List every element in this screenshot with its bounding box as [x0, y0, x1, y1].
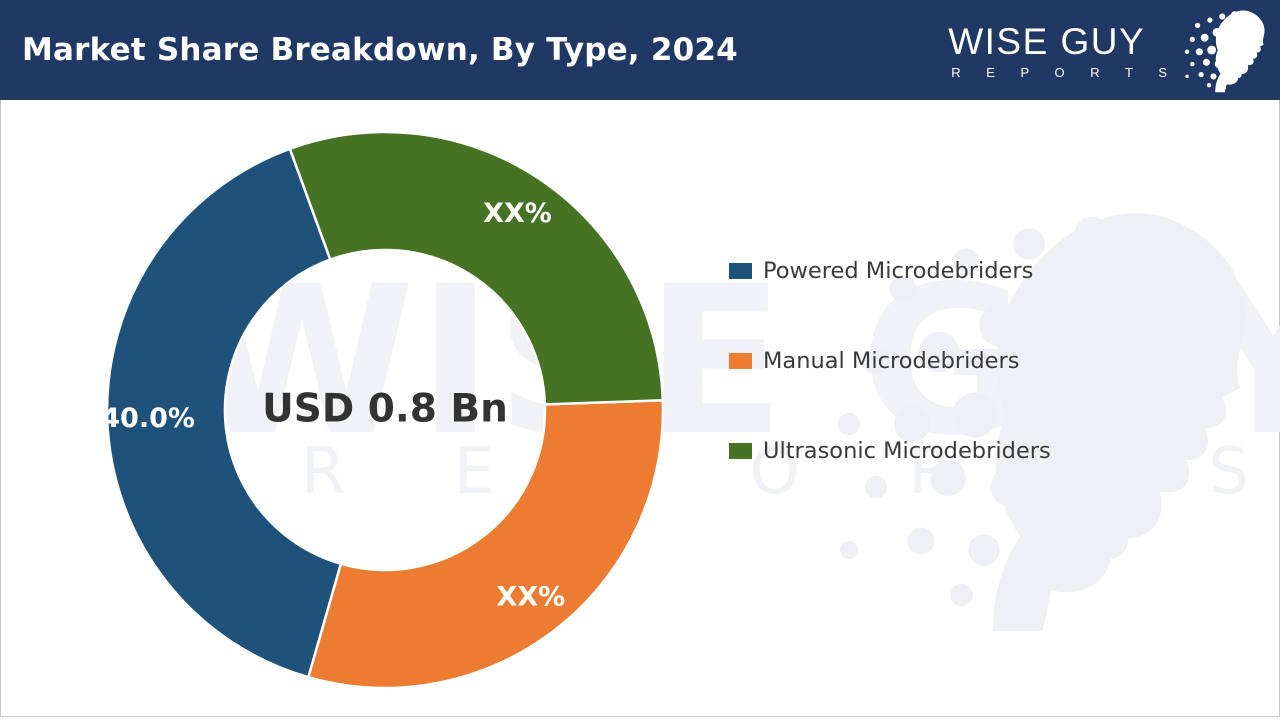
logo-text: WISE GUY R E P O R T S	[948, 23, 1178, 80]
chart-canvas: WISE GUY R E P O R T S 40.0% XX% XX% USD 0…	[0, 100, 1280, 717]
logo-subtitle: R E P O R T S	[951, 64, 1178, 80]
legend-item-powered-microdebriders: Powered Microdebriders	[729, 254, 1051, 287]
legend-label: Manual Microdebriders	[763, 347, 1020, 374]
logo-face-icon	[1184, 10, 1265, 93]
donut-center-value: USD 0.8 Bn	[262, 386, 508, 432]
header-bar: Market Share Breakdown, By Type, 2024 WI…	[0, 0, 1280, 100]
pie-slice-powered-microdebriders	[105, 147, 343, 679]
legend-swatch-icon	[729, 442, 752, 459]
pie-slice-ultrasonic-microdebriders	[288, 130, 665, 406]
chart-legend: Powered Microdebriders Manual Microdebrid…	[729, 254, 1051, 467]
legend-label: Ultrasonic Microdebriders	[763, 437, 1051, 464]
legend-swatch-icon	[729, 352, 752, 369]
donut-chart: 40.0% XX% XX%	[101, 130, 665, 690]
page-title: Market Share Breakdown, By Type, 2024	[22, 32, 738, 68]
wise-guy-logo: WISE GUY R E P O R T S	[948, 6, 1268, 94]
legend-item-ultrasonic-microdebriders: Ultrasonic Microdebriders	[729, 434, 1051, 467]
legend-label: Powered Microdebriders	[763, 257, 1034, 284]
pie-slice-manual-microdebriders	[307, 399, 665, 690]
logo-wordmark: WISE GUY	[948, 20, 1146, 62]
slice-value-label: XX%	[497, 581, 566, 612]
legend-swatch-icon	[729, 262, 752, 279]
legend-item-manual-microdebriders: Manual Microdebriders	[729, 344, 1051, 377]
slice-value-label: XX%	[483, 198, 552, 229]
slice-value-label: 40.0%	[101, 403, 195, 434]
